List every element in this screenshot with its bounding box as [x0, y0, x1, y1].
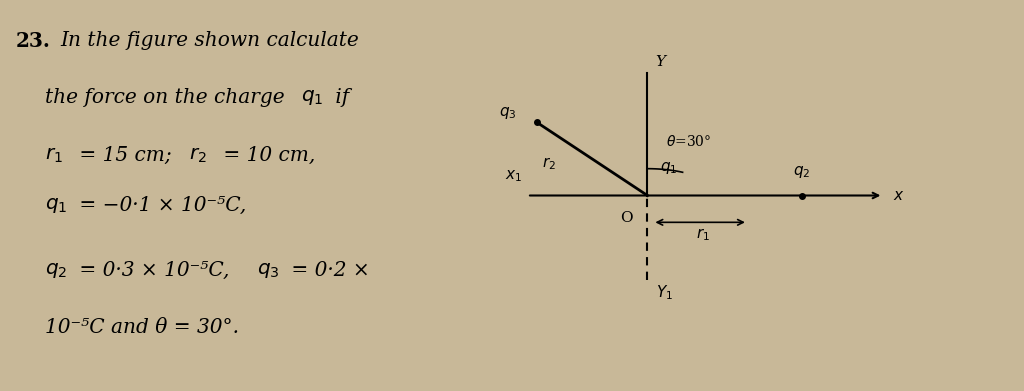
- Text: = 15 cm;: = 15 cm;: [74, 146, 185, 165]
- Text: $r_1$: $r_1$: [45, 146, 63, 165]
- Text: Y: Y: [655, 55, 666, 69]
- Text: $x$: $x$: [893, 188, 905, 203]
- Text: $q_2$: $q_2$: [794, 164, 811, 180]
- Text: = 0·3 × 10⁻⁵C,: = 0·3 × 10⁻⁵C,: [74, 261, 243, 280]
- Text: $Y_1$: $Y_1$: [655, 283, 673, 302]
- Text: $r_2$: $r_2$: [543, 156, 556, 172]
- Text: $x_1$: $x_1$: [505, 168, 522, 184]
- Text: $q_3$: $q_3$: [257, 261, 280, 280]
- Text: $q_1$: $q_1$: [301, 88, 324, 107]
- Text: In the figure shown calculate: In the figure shown calculate: [60, 31, 359, 50]
- Text: $q_1$: $q_1$: [659, 160, 677, 176]
- Text: $q_2$: $q_2$: [45, 261, 68, 280]
- Text: $r_2$: $r_2$: [188, 146, 207, 165]
- Text: $q_3$: $q_3$: [500, 104, 517, 120]
- Text: $\theta$=30°: $\theta$=30°: [666, 135, 711, 149]
- Text: $q_1$: $q_1$: [45, 196, 68, 215]
- Text: the force on the charge: the force on the charge: [45, 88, 292, 107]
- Text: O: O: [620, 211, 633, 225]
- Text: = −0·1 × 10⁻⁵C,: = −0·1 × 10⁻⁵C,: [74, 196, 247, 215]
- Text: 10⁻⁵C and θ = 30°.: 10⁻⁵C and θ = 30°.: [45, 318, 240, 337]
- Text: if: if: [330, 88, 349, 107]
- Text: $r_1$: $r_1$: [695, 226, 710, 243]
- Text: = 10 cm,: = 10 cm,: [217, 146, 315, 165]
- Text: = 0·2 ×: = 0·2 ×: [286, 261, 370, 280]
- Text: 23.: 23.: [15, 31, 50, 51]
